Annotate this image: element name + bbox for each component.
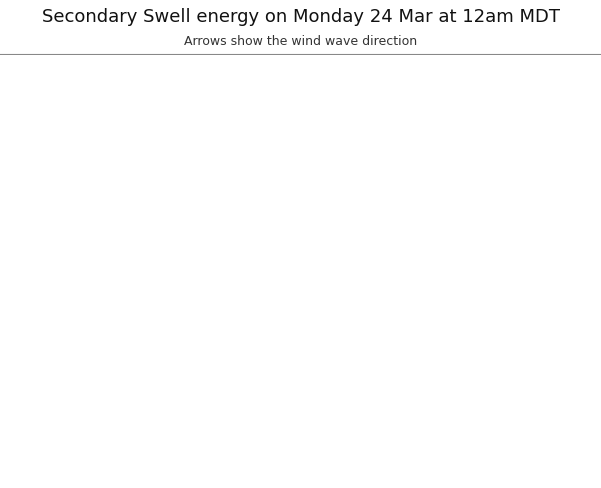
Text: Secondary Swell energy on Monday 24 Mar at 12am MDT: Secondary Swell energy on Monday 24 Mar …	[41, 8, 560, 26]
Text: Cartopy required: Cartopy required	[242, 265, 359, 279]
Text: Arrows show the wind wave direction: Arrows show the wind wave direction	[184, 35, 417, 48]
